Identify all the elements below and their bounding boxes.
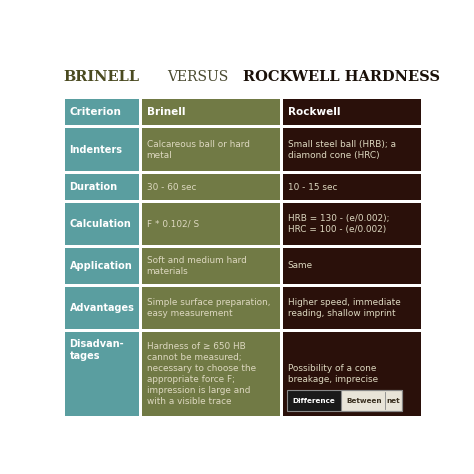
Text: Indenters: Indenters xyxy=(70,145,123,155)
Text: Between: Between xyxy=(346,398,382,403)
Text: 30 - 60 sec: 30 - 60 sec xyxy=(146,182,196,191)
Text: Duration: Duration xyxy=(70,182,118,192)
Text: Brinell: Brinell xyxy=(146,107,185,117)
Bar xyxy=(283,247,421,284)
Text: Small steel ball (HRB); a
diamond cone (HRC): Small steel ball (HRB); a diamond cone (… xyxy=(288,139,395,160)
Text: Simple surface preparation,
easy measurement: Simple surface preparation, easy measure… xyxy=(146,298,270,318)
Bar xyxy=(142,287,280,329)
Text: Higher speed, immediate
reading, shallow imprint: Higher speed, immediate reading, shallow… xyxy=(288,298,400,318)
Bar xyxy=(283,174,421,200)
Bar xyxy=(142,128,280,171)
Text: Soft and medium hard
materials: Soft and medium hard materials xyxy=(146,256,246,276)
Bar xyxy=(283,332,421,416)
Bar xyxy=(142,247,280,284)
Bar xyxy=(287,391,402,410)
Text: HRB = 130 - (e/0.002);
HRC = 100 - (e/0.002): HRB = 130 - (e/0.002); HRC = 100 - (e/0.… xyxy=(288,214,389,234)
Bar xyxy=(283,287,421,329)
Bar xyxy=(65,203,139,245)
Bar xyxy=(283,99,421,125)
Bar xyxy=(65,174,139,200)
Bar xyxy=(142,174,280,200)
Text: Disadvan-
tages: Disadvan- tages xyxy=(70,339,124,362)
Text: Possibility of a cone
breakage, imprecise: Possibility of a cone breakage, imprecis… xyxy=(288,364,378,384)
Text: BRINELL: BRINELL xyxy=(63,70,139,84)
Text: Rockwell: Rockwell xyxy=(288,107,340,117)
Text: Advantages: Advantages xyxy=(70,303,135,313)
Bar xyxy=(65,287,139,329)
Text: Hardness of ≥ 650 HB
cannot be measured;
necessary to choose the
appropriate for: Hardness of ≥ 650 HB cannot be measured;… xyxy=(146,342,256,406)
Bar xyxy=(65,99,139,125)
Text: Calcareous ball or hard
metal: Calcareous ball or hard metal xyxy=(146,139,249,160)
Text: Criterion: Criterion xyxy=(70,107,121,117)
Text: Calculation: Calculation xyxy=(70,219,131,229)
Text: ROCKWELL HARDNESS: ROCKWELL HARDNESS xyxy=(243,70,440,84)
Bar xyxy=(341,391,402,410)
Bar xyxy=(65,247,139,284)
Bar xyxy=(283,128,421,171)
Text: Difference: Difference xyxy=(292,398,335,403)
Bar xyxy=(142,332,280,416)
Bar xyxy=(287,391,341,410)
Text: net: net xyxy=(387,398,401,403)
Text: Application: Application xyxy=(70,261,132,271)
Text: 10 - 15 sec: 10 - 15 sec xyxy=(288,182,337,191)
Bar xyxy=(65,332,139,416)
Bar xyxy=(142,99,280,125)
Bar xyxy=(65,128,139,171)
Text: Same: Same xyxy=(288,261,313,270)
Bar xyxy=(283,203,421,245)
Bar xyxy=(142,203,280,245)
Text: F * 0.102/ S: F * 0.102/ S xyxy=(146,219,199,228)
Text: VERSUS: VERSUS xyxy=(168,70,229,84)
